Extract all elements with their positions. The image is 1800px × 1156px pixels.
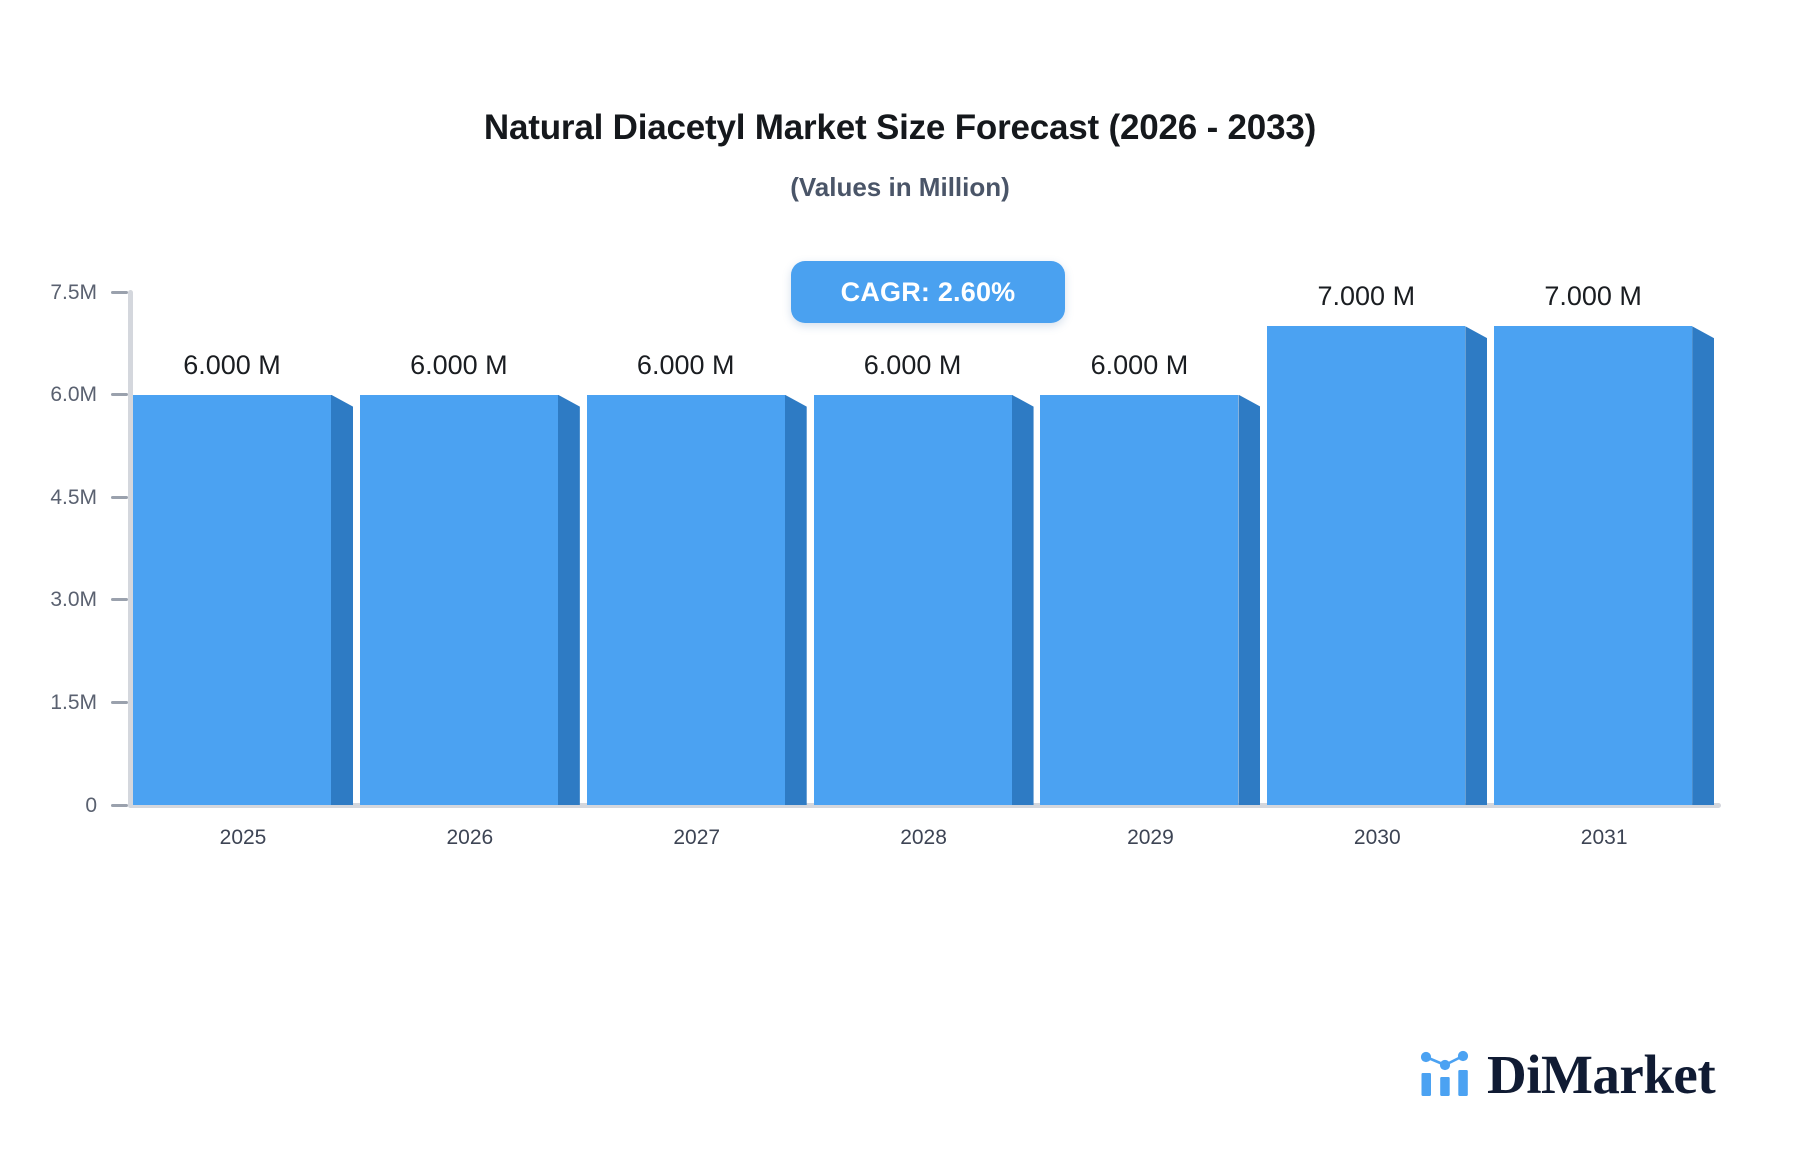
bar-value-label: 6.000 M bbox=[183, 349, 281, 380]
y-axis-tick: 7.5M bbox=[0, 280, 128, 304]
bar-2031[interactable]: 7.000 M bbox=[1494, 281, 1715, 805]
logo-wordmark: DiMarket bbox=[1487, 1043, 1716, 1105]
x-axis-tick-label-2027: 2027 bbox=[673, 826, 721, 849]
x-axis-tick-label-2025: 2025 bbox=[219, 826, 267, 849]
bar-side-face bbox=[784, 394, 807, 805]
bar-side-face bbox=[1692, 326, 1715, 805]
bar-front-face bbox=[133, 394, 331, 805]
bar-2025[interactable]: 6.000 M bbox=[133, 350, 353, 805]
x-axis-tick-label-2030: 2030 bbox=[1353, 826, 1401, 849]
y-axis-tick-label: 4.5M bbox=[50, 485, 97, 509]
plot-area: 6.000 M 6.000 M 6.000 M 6.000 M 6.000 M 7.000… bbox=[133, 281, 1721, 805]
bar-2030[interactable]: 7.000 M bbox=[1267, 281, 1488, 805]
bar-front-face bbox=[1267, 326, 1466, 805]
bar-side-face bbox=[1238, 394, 1261, 805]
y-axis-tick-mark bbox=[111, 803, 128, 807]
y-axis-tick: 6.0M bbox=[0, 383, 128, 407]
x-axis-tick-label-2028: 2028 bbox=[900, 826, 947, 849]
y-axis-tick-label: 7.5M bbox=[50, 280, 97, 304]
x-axis-line bbox=[128, 803, 1721, 808]
cagr-badge: CAGR: 2.60% bbox=[791, 261, 1065, 323]
y-axis-tick-mark bbox=[111, 700, 128, 704]
bar-side-face bbox=[1011, 394, 1034, 805]
y-axis-tick-mark bbox=[111, 598, 128, 602]
chart-title: Natural Diacetyl Market Size Forecast (2… bbox=[483, 108, 1317, 147]
y-axis-tick-label: 6.0M bbox=[50, 383, 97, 407]
y-axis-tick-label: 1.5M bbox=[50, 690, 97, 714]
bar-2029[interactable]: 6.000 M bbox=[1040, 350, 1261, 805]
x-axis-tick-label-2026: 2026 bbox=[446, 826, 494, 849]
bar-2027[interactable]: 6.000 M bbox=[586, 350, 807, 805]
y-axis-tick: 4.5M bbox=[0, 485, 128, 509]
bar-value-label: 6.000 M bbox=[636, 349, 735, 380]
bar-front-face bbox=[359, 394, 558, 805]
bar-value-label: 6.000 M bbox=[863, 349, 962, 380]
bar-side-face bbox=[331, 394, 353, 805]
y-axis-tick-label: 0 bbox=[85, 793, 97, 817]
y-axis-tick: 1.5M bbox=[0, 690, 128, 714]
dimarket-logo: DiMarket bbox=[1417, 1043, 1716, 1105]
bar-value-label: 6.000 M bbox=[1090, 349, 1189, 380]
bar-2026[interactable]: 6.000 M bbox=[359, 350, 580, 805]
y-axis-line bbox=[128, 290, 133, 808]
bar-front-face bbox=[1040, 394, 1239, 805]
bar-front-face bbox=[586, 394, 785, 805]
bar-front-face bbox=[813, 394, 1012, 805]
x-axis-tick-label-2029: 2029 bbox=[1127, 826, 1174, 849]
bar-value-label: 6.000 M bbox=[410, 349, 508, 380]
bar-value-label: 7.000 M bbox=[1317, 281, 1416, 312]
bar-chart-trend-icon bbox=[1417, 1046, 1473, 1102]
y-axis-tick-mark bbox=[111, 495, 128, 499]
y-axis-tick: 3.0M bbox=[0, 588, 128, 612]
bar-front-face bbox=[1494, 326, 1693, 805]
bar-side-face bbox=[557, 394, 580, 805]
chart-subtitle: (Values in Million) bbox=[790, 172, 1010, 202]
y-axis-tick-mark bbox=[111, 393, 128, 397]
y-axis-tick-mark bbox=[111, 290, 128, 294]
bar-side-face bbox=[1465, 326, 1488, 805]
bar-2028[interactable]: 6.000 M bbox=[813, 350, 1034, 805]
y-axis-tick-label: 3.0M bbox=[50, 588, 97, 612]
y-axis-tick: 0 bbox=[0, 793, 128, 817]
bar-value-label: 7.000 M bbox=[1544, 281, 1642, 312]
x-axis-tick-label-2031: 2031 bbox=[1580, 826, 1628, 849]
